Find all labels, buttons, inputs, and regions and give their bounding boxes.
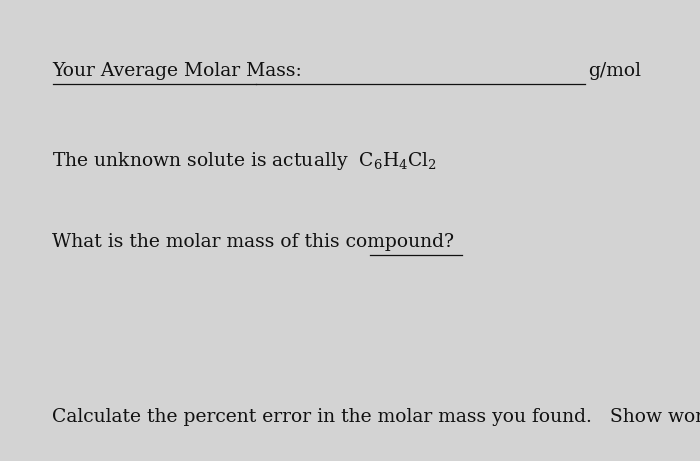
Text: Calculate the percent error in the molar mass you found.   Show work.: Calculate the percent error in the molar… [52,408,700,426]
Text: g/mol: g/mol [588,62,641,81]
Text: The unknown solute is actually  $\mathregular{C_6H_4Cl_2}$: The unknown solute is actually $\mathreg… [52,150,438,172]
Text: What is the molar mass of this compound?: What is the molar mass of this compound? [52,233,454,251]
Text: Your Average Molar Mass:: Your Average Molar Mass: [52,62,302,81]
